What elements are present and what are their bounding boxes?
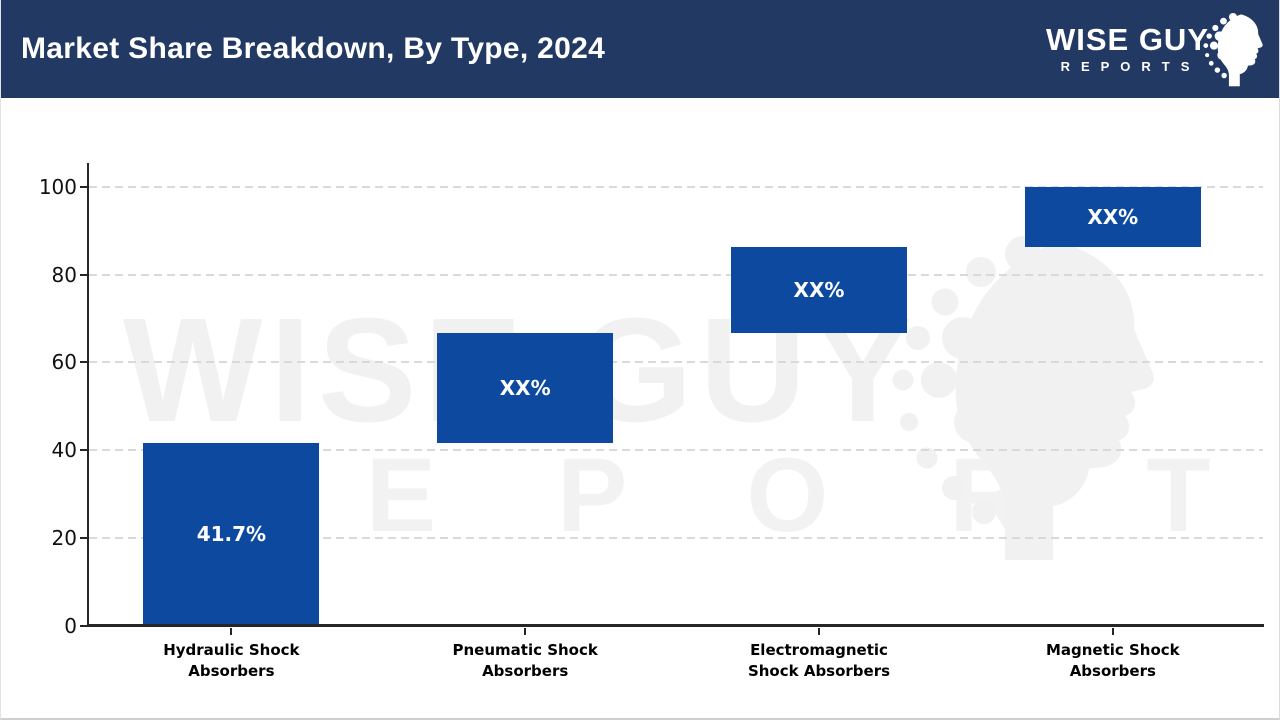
bar-electromagnetic-shock-absorbers: XX%	[731, 246, 907, 333]
x-axis-label-magnetic-shock-absorbers: Magnetic Shock Absorbers	[1045, 640, 1180, 680]
brand-subtitle: REPORTS	[1060, 59, 1201, 74]
y-axis-line	[87, 163, 89, 626]
y-tick-label-40: 40	[51, 438, 77, 463]
gridline-80	[89, 273, 1263, 276]
x-tick-mark	[818, 627, 820, 635]
y-tick-label-0: 0	[64, 613, 77, 638]
chart-title: Market Share Breakdown, By Type, 2024	[21, 32, 606, 65]
y-tick-mark	[80, 273, 87, 276]
x-axis-label-hydraulic-shock-absorbers: Hydraulic Shock Absorbers	[163, 640, 300, 680]
bar-value-label: XX%	[499, 375, 551, 400]
chart-area: WISE GUY R E P O R T S 41.7%XX%XX%XX% 02…	[1, 98, 1279, 718]
brand-logo: WISE GUY REPORTS	[1046, 10, 1267, 88]
gridline-40	[89, 449, 1263, 452]
brand-logo-text: WISE GUY REPORTS	[1045, 22, 1209, 75]
gridline-100	[89, 186, 1263, 188]
y-tick-mark	[80, 186, 87, 188]
y-tick-label-20: 20	[51, 525, 77, 550]
x-tick-mark	[524, 627, 527, 635]
x-axis-label-electromagnetic-shock-absorbers: Electromagnetic Shock Absorbers	[747, 640, 891, 680]
bar-value-label: XX%	[1087, 204, 1139, 229]
y-tick-mark	[80, 449, 87, 452]
brand-name: WISE GUY	[1045, 22, 1209, 57]
y-tick-mark	[80, 361, 87, 364]
y-tick-label-60: 60	[51, 350, 77, 375]
gridline-60	[89, 361, 1263, 364]
bar-pneumatic-shock-absorbers: XX%	[437, 333, 614, 443]
y-tick-label-100: 100	[38, 175, 77, 199]
y-tick-mark	[80, 536, 87, 539]
x-tick-mark	[1111, 627, 1114, 635]
bar-hydraulic-shock-absorbers: 41.7%	[143, 442, 320, 626]
x-axis-label-pneumatic-shock-absorbers: Pneumatic Shock Absorbers	[452, 640, 598, 680]
bar-value-label: XX%	[793, 277, 845, 302]
bar-magnetic-shock-absorbers: XX%	[1024, 187, 1201, 247]
y-tick-mark	[80, 624, 87, 627]
y-tick-label-80: 80	[51, 262, 77, 287]
brand-face-icon	[1199, 10, 1267, 88]
bar-value-label: 41.7%	[196, 522, 267, 547]
x-axis-line	[87, 624, 1264, 627]
watermark-face-icon	[873, 228, 1173, 562]
header-band: Market Share Breakdown, By Type, 2024 WI…	[1, 0, 1279, 98]
x-tick-mark	[230, 627, 233, 635]
gridline-20	[89, 536, 1263, 539]
